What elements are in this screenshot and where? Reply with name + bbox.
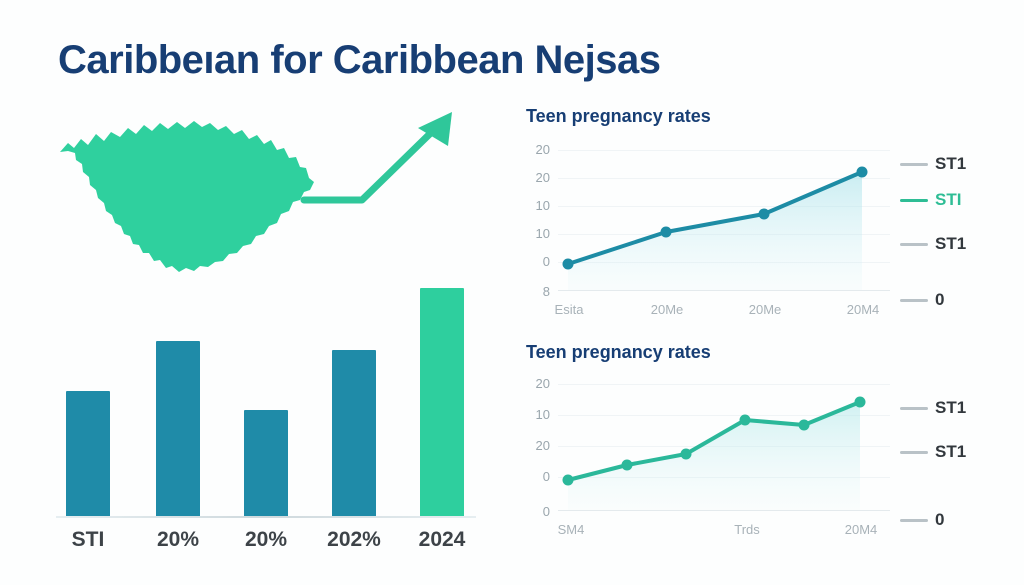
bar-x-label: 20%: [244, 528, 288, 551]
gridline: [558, 150, 890, 151]
legend-item[interactable]: 0: [900, 290, 944, 310]
gridline: [558, 206, 890, 207]
chart-title: Teen pregnancy rates: [526, 106, 711, 126]
y-tick-label: 8: [542, 284, 550, 299]
growth-arrow-icon: [300, 112, 452, 204]
bar-rect: [420, 288, 464, 516]
left-panel: STI 20% 20% 202% 2024: [0, 96, 492, 576]
legend-item[interactable]: ST1: [900, 398, 966, 418]
bar-rect: [244, 410, 288, 516]
legend-item[interactable]: ST1: [900, 442, 966, 462]
bar-chart-baseline: [56, 516, 476, 518]
bar-column: [244, 276, 288, 516]
plot-area: 20 10 20 0 0: [536, 376, 890, 519]
legend-label: ST1: [935, 442, 967, 461]
bar-x-label: 202%: [327, 528, 381, 551]
legend-line-icon: [900, 406, 928, 410]
x-tick-label: SM4: [557, 522, 585, 537]
bar-rect: [332, 350, 376, 516]
series-line-sti: [562, 166, 868, 290]
y-tick-label: 20: [535, 170, 550, 185]
caribbean-island-map-icon: [60, 121, 314, 272]
bar-column: [420, 276, 464, 516]
bar-rect: [66, 391, 110, 516]
y-tick-label: 0: [542, 469, 550, 484]
y-tick-label: 20: [535, 376, 550, 391]
bar-column: [66, 276, 110, 516]
bar-column: [332, 276, 376, 516]
bar-chart-x-labels: STI 20% 20% 202% 2024: [58, 528, 466, 568]
series-line-st1: [562, 396, 866, 510]
legend-line-icon: [900, 450, 928, 454]
x-tick-label: 20M4: [844, 522, 878, 537]
legend-label: 0: [935, 290, 945, 309]
bar-column: [156, 276, 200, 516]
legend-line-icon: [900, 298, 928, 302]
y-tick-label: 0: [542, 504, 550, 519]
y-tick-label: 10: [535, 407, 550, 422]
legend-line-icon: [900, 242, 928, 246]
legend-label: 0: [935, 510, 945, 529]
legend-label: STI: [935, 190, 962, 209]
legend-label: ST1: [935, 234, 967, 253]
bar-x-label: STI: [71, 528, 105, 551]
x-tick-label: Esita: [554, 302, 584, 317]
legend-item[interactable]: ST1: [900, 234, 966, 254]
legend-line-icon: [900, 518, 928, 522]
y-tick-label: 10: [535, 198, 550, 213]
gridline: [558, 384, 890, 385]
x-tick-label: 20M4: [846, 302, 880, 317]
x-tick-label: Trds: [734, 522, 760, 537]
x-axis-line: [558, 510, 890, 511]
x-tick-label: 20Me: [748, 302, 782, 317]
page-title: Caribbeıan for Caribbean Nejsas: [58, 38, 661, 82]
x-axis-line: [558, 290, 890, 291]
line-chart-bottom: Teen pregnancy rates 20 10 20 0 0: [510, 342, 1020, 557]
legend-item[interactable]: ST1: [900, 154, 966, 174]
line-chart-top: Teen pregnancy rates 20 20 10 10 0 8: [510, 106, 1020, 331]
legend-label: ST1: [935, 398, 967, 417]
legend-label: ST1: [935, 154, 967, 173]
y-tick-label: 10: [535, 226, 550, 241]
legend-line-icon: [900, 162, 928, 166]
bar-x-label: 20%: [156, 528, 200, 551]
legend-item[interactable]: STI: [900, 190, 961, 210]
bar-x-label: 2024: [418, 528, 466, 551]
chart-title: Teen pregnancy rates: [526, 342, 711, 362]
plot-area: 20 20 10 10 0 8: [536, 142, 890, 299]
y-tick-label: 20: [535, 142, 550, 157]
bar-rect: [156, 340, 200, 516]
gridline: [558, 178, 890, 179]
bar-plot-area: [58, 276, 464, 516]
legend-item[interactable]: 0: [900, 510, 944, 530]
bar-chart: STI 20% 20% 202% 2024: [40, 276, 476, 576]
y-tick-label: 0: [542, 254, 550, 269]
legend-line-icon: [900, 198, 928, 202]
y-tick-label: 20: [535, 438, 550, 453]
x-tick-label: 20Me: [650, 302, 684, 317]
gridline: [558, 415, 890, 416]
